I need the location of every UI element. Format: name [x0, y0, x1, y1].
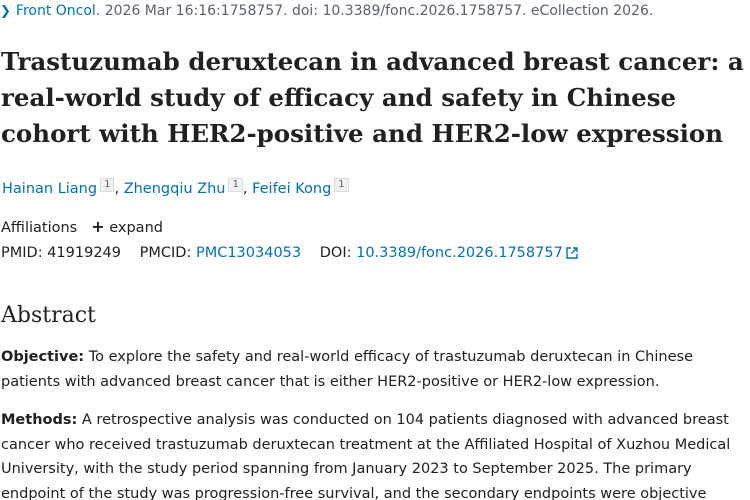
author-link[interactable]: Zhengqiu Zhu	[123, 181, 226, 197]
affiliation-number[interactable]: 1	[334, 178, 349, 192]
author-link[interactable]: Hainan Liang	[2, 181, 98, 197]
pmcid-link[interactable]: PMC13034053	[195, 245, 302, 261]
affiliations-toggle[interactable]: Affiliations + expand	[1, 217, 163, 236]
methods-text: University, with the study period spanni…	[1, 461, 692, 477]
methods-text: A retrospective analysis was conducted o…	[77, 412, 729, 428]
methods-paragraph: Methods: A retrospective analysis was co…	[1, 408, 746, 500]
article-title: Trastuzumab deruxtecan in advanced breas…	[1, 44, 750, 152]
methods-text: endpoint of the study was progression-fr…	[1, 485, 707, 500]
citation-line: ❯ Front Oncol. 2026 Mar 16:16:1758757. do…	[0, 3, 653, 19]
author-link[interactable]: Feifei Kong	[252, 181, 332, 197]
objective-label: Objective:	[1, 349, 85, 365]
affiliations-label: Affiliations	[1, 220, 78, 236]
pmid-label: PMID:	[1, 245, 43, 261]
doi-value: 10.3389/fonc.2026.1758757	[356, 245, 563, 261]
pmid-value: 41919249	[47, 245, 122, 261]
expand-label: expand	[109, 220, 163, 236]
identifiers-row: PMID: 41919249 PMCID: PMC13034053 DOI: 1…	[1, 245, 578, 261]
objective-text: To explore the safety and real-world eff…	[84, 349, 693, 365]
pmcid-label: PMCID:	[139, 245, 192, 261]
methods-text: cancer who received trastuzumab deruxtec…	[1, 436, 731, 453]
title-line: Trastuzumab deruxtecan in advanced breas…	[1, 47, 744, 76]
affiliation-number[interactable]: 1	[228, 178, 243, 192]
title-line: cohort with HER2-positive and HER2-low e…	[1, 119, 724, 148]
external-link-icon	[566, 247, 578, 259]
title-line: real-world study of efficacy and safety …	[1, 83, 677, 112]
plus-icon: +	[91, 217, 105, 236]
affiliation-number[interactable]: 1	[100, 178, 115, 192]
journal-link[interactable]: Front Oncol.	[15, 3, 101, 19]
chevron-right-icon[interactable]: ❯	[0, 4, 11, 19]
citation-details: 2026 Mar 16:16:1758757. doi: 10.3389/fon…	[100, 3, 654, 19]
abstract-heading: Abstract	[1, 303, 96, 328]
doi-link[interactable]: 10.3389/fonc.2026.1758757	[356, 245, 578, 261]
author-list: Hainan Liang 1, Zhengqiu Zhu 1, Feifei Kon…	[2, 178, 349, 197]
objective-paragraph: Objective: To explore the safety and rea…	[1, 345, 746, 394]
methods-label: Methods:	[1, 412, 78, 428]
doi-label: DOI:	[319, 245, 352, 261]
objective-text: patients with advanced breast cancer tha…	[1, 373, 660, 390]
